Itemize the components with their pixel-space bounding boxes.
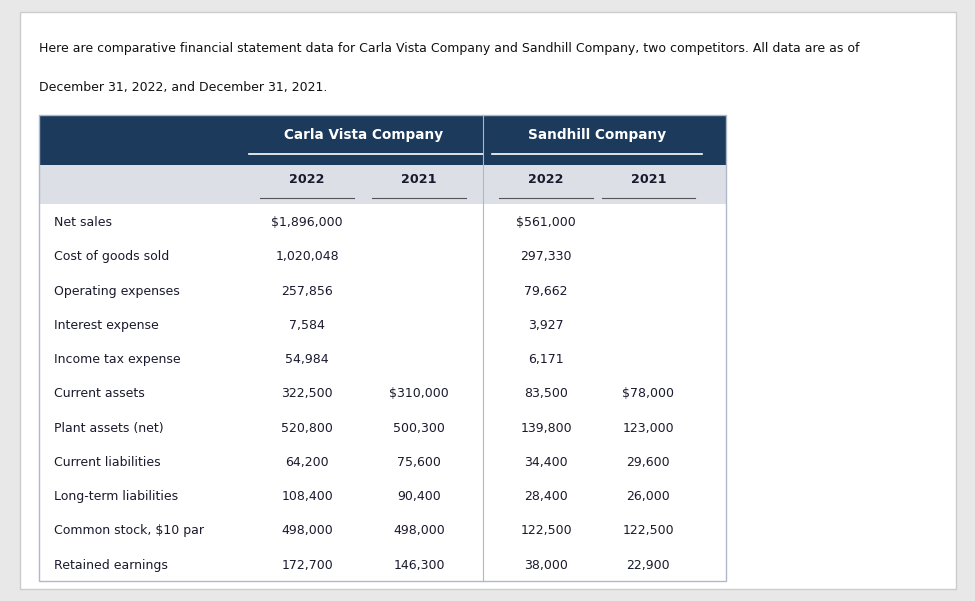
Text: December 31, 2022, and December 31, 2021.: December 31, 2022, and December 31, 2021… <box>39 81 328 94</box>
Text: Current liabilities: Current liabilities <box>54 456 160 469</box>
Text: 322,500: 322,500 <box>282 388 332 400</box>
Text: 139,800: 139,800 <box>521 422 571 435</box>
Text: $310,000: $310,000 <box>389 388 449 400</box>
Text: 2022: 2022 <box>290 173 325 186</box>
Text: 64,200: 64,200 <box>286 456 329 469</box>
Text: $561,000: $561,000 <box>516 216 576 229</box>
Text: Interest expense: Interest expense <box>54 319 158 332</box>
Text: 108,400: 108,400 <box>281 490 333 503</box>
Text: 22,900: 22,900 <box>627 559 670 572</box>
Text: 297,330: 297,330 <box>521 251 571 263</box>
Text: 90,400: 90,400 <box>398 490 441 503</box>
Text: Income tax expense: Income tax expense <box>54 353 180 366</box>
Text: Carla Vista Company: Carla Vista Company <box>284 128 443 142</box>
Text: Sandhill Company: Sandhill Company <box>528 128 666 142</box>
Text: 498,000: 498,000 <box>281 525 333 537</box>
Text: Cost of goods sold: Cost of goods sold <box>54 251 169 263</box>
Text: 172,700: 172,700 <box>281 559 333 572</box>
Text: 2022: 2022 <box>528 173 564 186</box>
Text: 498,000: 498,000 <box>393 525 446 537</box>
Text: 2021: 2021 <box>631 173 666 186</box>
Text: 83,500: 83,500 <box>525 388 567 400</box>
Text: 3,927: 3,927 <box>528 319 564 332</box>
Text: 520,800: 520,800 <box>281 422 333 435</box>
Text: Current assets: Current assets <box>54 388 144 400</box>
Text: 122,500: 122,500 <box>623 525 674 537</box>
Text: 34,400: 34,400 <box>525 456 567 469</box>
Text: 54,984: 54,984 <box>286 353 329 366</box>
Text: Here are comparative financial statement data for Carla Vista Company and Sandhi: Here are comparative financial statement… <box>39 42 860 55</box>
Text: Long-term liabilities: Long-term liabilities <box>54 490 177 503</box>
Text: 6,171: 6,171 <box>528 353 564 366</box>
Text: 257,856: 257,856 <box>281 285 333 297</box>
Text: 29,600: 29,600 <box>627 456 670 469</box>
Text: 1,020,048: 1,020,048 <box>275 251 339 263</box>
Text: 79,662: 79,662 <box>525 285 567 297</box>
Text: Operating expenses: Operating expenses <box>54 285 179 297</box>
Text: Common stock, $10 par: Common stock, $10 par <box>54 525 204 537</box>
Text: Retained earnings: Retained earnings <box>54 559 168 572</box>
Text: 2021: 2021 <box>402 173 437 186</box>
Text: 26,000: 26,000 <box>627 490 670 503</box>
Text: $78,000: $78,000 <box>622 388 675 400</box>
Text: 75,600: 75,600 <box>398 456 441 469</box>
Text: Plant assets (net): Plant assets (net) <box>54 422 163 435</box>
Text: $1,896,000: $1,896,000 <box>271 216 343 229</box>
Text: 122,500: 122,500 <box>521 525 571 537</box>
Text: Net sales: Net sales <box>54 216 111 229</box>
Text: 146,300: 146,300 <box>394 559 445 572</box>
Text: 123,000: 123,000 <box>623 422 674 435</box>
Text: 38,000: 38,000 <box>525 559 567 572</box>
Text: 28,400: 28,400 <box>525 490 567 503</box>
Text: 500,300: 500,300 <box>393 422 446 435</box>
Text: 7,584: 7,584 <box>290 319 325 332</box>
